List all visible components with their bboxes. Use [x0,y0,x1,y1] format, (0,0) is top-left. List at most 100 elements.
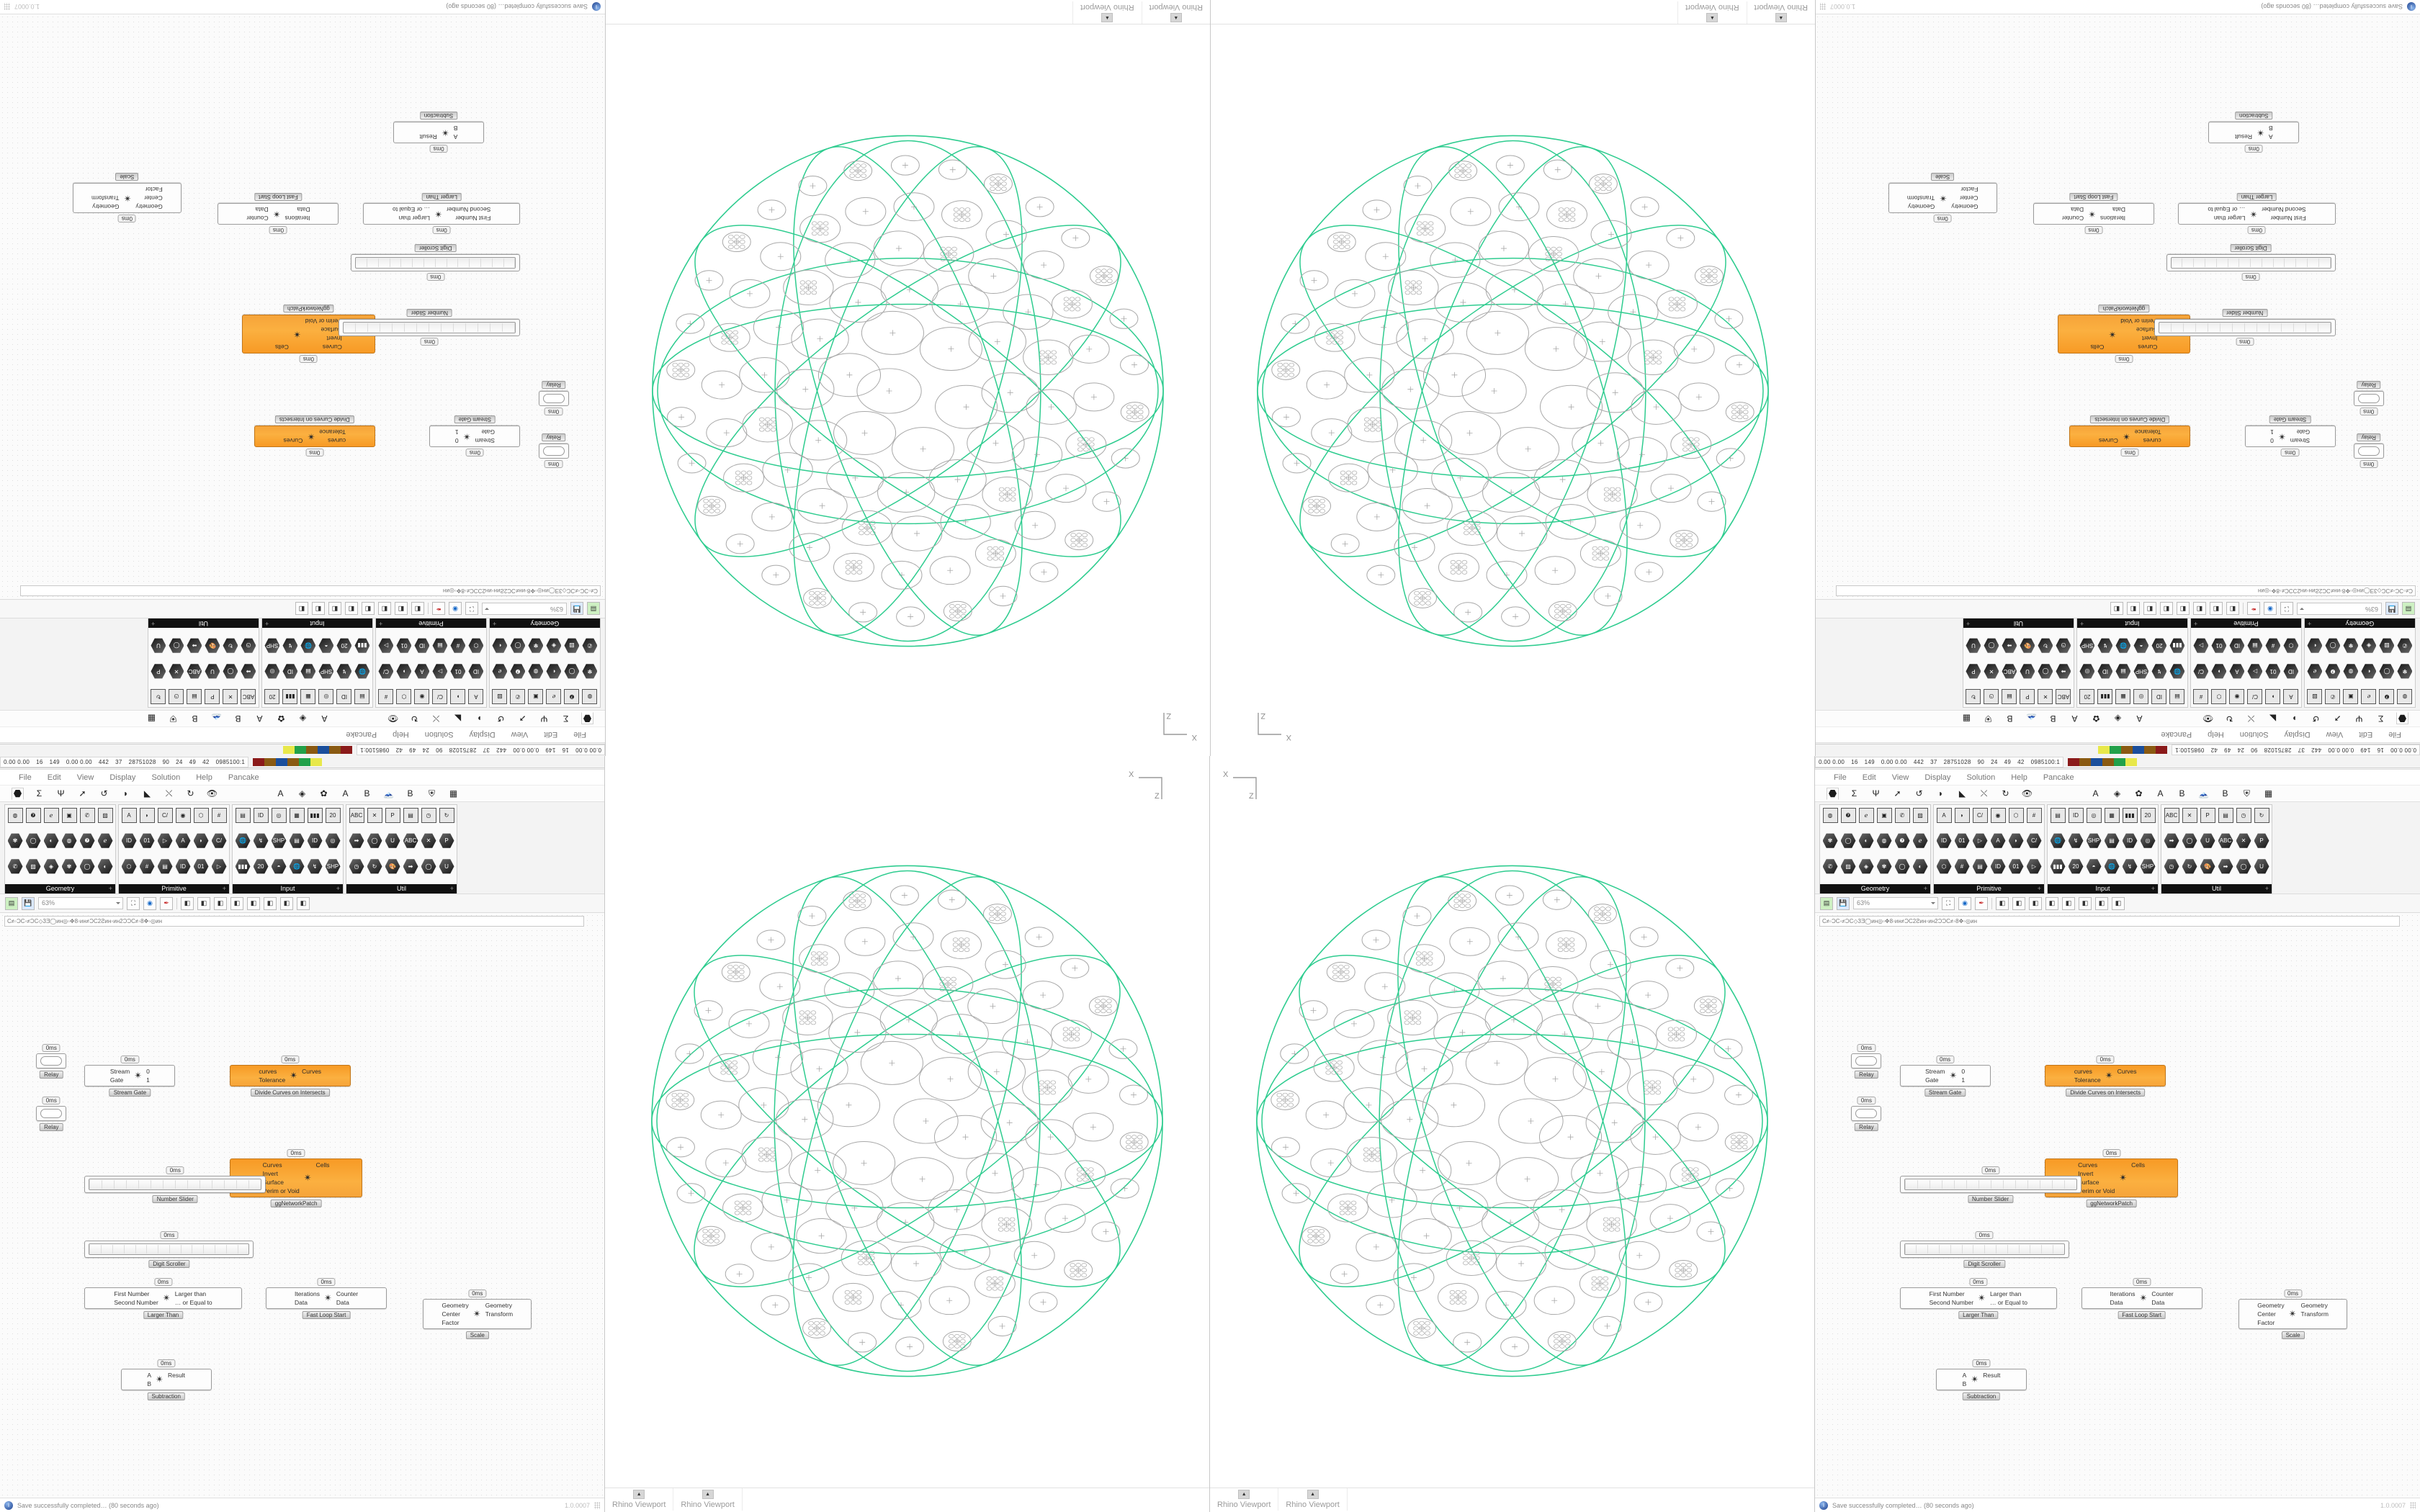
gh-node-scale-geometry[interactable]: 0ms Geometry ✴ Geometry Center Transform Facto… [72,173,182,223]
cluster-icon[interactable]: ◧ [2210,602,2223,616]
component-icon[interactable]: ▮▮▮ [354,637,371,654]
component-icon[interactable]: ABC [348,806,365,824]
component-icon[interactable]: U [1965,637,1982,654]
component-icon[interactable]: ID [1935,832,1953,850]
component-icon[interactable]: ◯ [168,637,185,654]
viewport-canvas[interactable] [606,0,1210,756]
color-swatches[interactable] [2068,757,2138,766]
color-swatch[interactable] [2068,757,2080,766]
viewport-tab-bar[interactable]: ▲ Rhino Viewport ▲ Rhino Viewport [605,1488,1209,1512]
menu-item-edit[interactable]: Edit [47,773,61,782]
component-icon[interactable]: 🌐 [2103,858,2120,875]
component-icon[interactable]: U [204,662,221,680]
component-icon[interactable]: ▷ [377,637,395,654]
menu-item-view[interactable]: View [76,773,94,782]
component-icon[interactable]: 20 [2151,637,2168,654]
gh-node-number-slider[interactable]: 0ms Number Slider [2154,308,2336,346]
color-swatch[interactable] [2102,757,2115,766]
component-icon[interactable]: ◓ [2133,637,2150,654]
new-file-icon[interactable]: ▤ [587,602,600,616]
menu-item-help[interactable]: Help [393,730,409,739]
node-box[interactable] [1899,1176,2081,1194]
gh-canvas-toolbar[interactable]: ▤ 💾 63% ⛶ ◉ ✒ ◧ ◧ ◧ ◧ ◧ ◧ ◧ ◧ [0,599,605,618]
ribbon-extra-icon[interactable]: 🗻 [2026,714,2037,724]
component-icon[interactable]: ↯ [336,662,353,680]
component-icon[interactable]: 01 [449,662,467,680]
component-icon[interactable]: P [384,806,401,824]
gh-node-relay-a[interactable]: 0ms Relay [538,433,569,469]
gh-ribbon-panel[interactable]: ◍✾✆❼◯▨ℯ◐◈▣◍✾✆❼◯▨ℯ◐GeometryAID⬡◗01#C/▷▤◉A… [0,802,604,894]
component-icon[interactable]: ↻ [222,637,239,654]
component-icon[interactable]: ✕ [2181,806,2198,824]
component-icon[interactable]: ⬡ [120,858,138,875]
component-icon[interactable]: ◉ [1989,806,2007,824]
node-box[interactable] [2353,444,2384,459]
color-swatch[interactable] [2079,757,2092,766]
menu-item-help[interactable]: Help [2011,773,2027,782]
color-swatch[interactable] [2120,746,2133,755]
ribbon-extra-icon[interactable]: ✿ [320,788,328,798]
component-icon[interactable]: ✾ [1821,832,1839,850]
ribbon-extra-icon[interactable]: ▦ [147,714,156,724]
component-icon[interactable]: ↯ [2097,637,2114,654]
color-swatch[interactable] [2109,746,2121,755]
scope-icon[interactable]: ◧ [2160,602,2173,616]
node-box[interactable]: A ✴ Result B [2208,121,2300,143]
gh-node-digit-scroller[interactable]: 0ms Digit Scroller [1899,1230,2069,1268]
curve-tab[interactable]: ↺ [100,788,108,798]
gha-icon[interactable]: ◧ [378,602,391,616]
component-icon[interactable]: C/ [210,832,228,850]
component-icon[interactable]: ABC [2163,806,2180,824]
component-icon[interactable]: 🌐 [234,832,251,850]
component-icon[interactable]: ◎ [324,832,341,850]
slider-cells[interactable] [1904,1180,2076,1189]
component-icon[interactable]: ID [2067,806,2084,824]
component-icon[interactable]: U [2019,662,2036,680]
component-icon[interactable]: ✕ [366,806,383,824]
gh-ribbon-panel[interactable]: ◍✾✆❼◯▨ℯ◐◈▣◍✾✆❼◯▨ℯ◐GeometryAID⬡◗01#C/▷▤◉A… [0,618,605,710]
node-box[interactable]: curves ✴ Curves Tolerance [254,425,375,447]
component-icon[interactable]: ◍ [60,832,78,850]
component-icon[interactable]: ↻ [1965,688,1982,706]
viewport-tab[interactable]: ▲ Rhino Viewport [1072,1,1142,24]
rhino-viewport-3[interactable]: X Z ▲ Rhino Viewport ▲ Rhino Viewport [605,756,1210,1512]
component-icon[interactable]: ◷ [2055,637,2072,654]
component-icon[interactable]: ↻ [2181,858,2198,875]
sets-tab[interactable]: Ψ [2355,714,2363,724]
node-box[interactable]: Stream ✴ 0 Gate 1 [2244,425,2336,447]
gh-node-relay-a[interactable]: 0ms Relay [1851,1043,1882,1079]
component-icon[interactable]: P [1965,662,1982,680]
node-box[interactable]: Stream ✴ 0 Gate 1 [84,1065,176,1087]
mesh-tab[interactable]: ◣ [454,714,462,724]
ribbon-extra-icon[interactable]: 🗻 [383,788,394,798]
slider-cells[interactable] [2159,323,2331,332]
menu-item-display[interactable]: Display [109,773,136,782]
component-icon[interactable]: 01 [395,637,413,654]
component-icon[interactable]: ▤ [402,806,419,824]
ribbon-group-primitive[interactable]: A ID ⬡ ◗ 01 # C/ ▷ ▤ ◉ A ID ⬡ ◗ 01 # C/ ▷ Primitive [118,804,230,894]
node-box[interactable] [84,1176,266,1194]
scope-icon[interactable]: ◧ [2062,896,2075,910]
ribbon-extra-icon[interactable]: ⛨ [2243,788,2250,798]
node-box[interactable]: Geometry ✴ Geometry Center Transform Factor [72,183,182,214]
relay-body[interactable] [542,446,565,456]
profiler-icon[interactable]: ◧ [181,896,194,910]
slider-track[interactable] [2170,257,2331,269]
component-icon[interactable]: ✆ [1821,858,1839,875]
component-icon[interactable]: ◐ [491,637,508,654]
fit-view-icon[interactable]: ⛶ [1942,896,1955,910]
component-icon[interactable]: ABC [240,688,257,706]
component-icon[interactable]: ABC [2217,832,2234,850]
node-box[interactable]: First Number ✴ Larger than Second Number … o… [84,1287,242,1309]
component-icon[interactable]: ↯ [2067,832,2084,850]
component-icon[interactable]: ▷ [2246,662,2264,680]
component-icon[interactable]: ✕ [168,662,185,680]
component-icon[interactable]: A [120,806,138,824]
paint-icon[interactable]: ◧ [280,896,293,910]
menu-item-solution[interactable]: Solution [1966,773,1996,782]
component-icon[interactable]: ℯ [97,832,114,850]
ribbon-extra-icon[interactable]: A [256,714,263,724]
screenshot-icon[interactable]: ◧ [2045,896,2058,910]
component-icon[interactable]: P [2019,688,2036,706]
component-icon[interactable]: # [2192,688,2210,706]
